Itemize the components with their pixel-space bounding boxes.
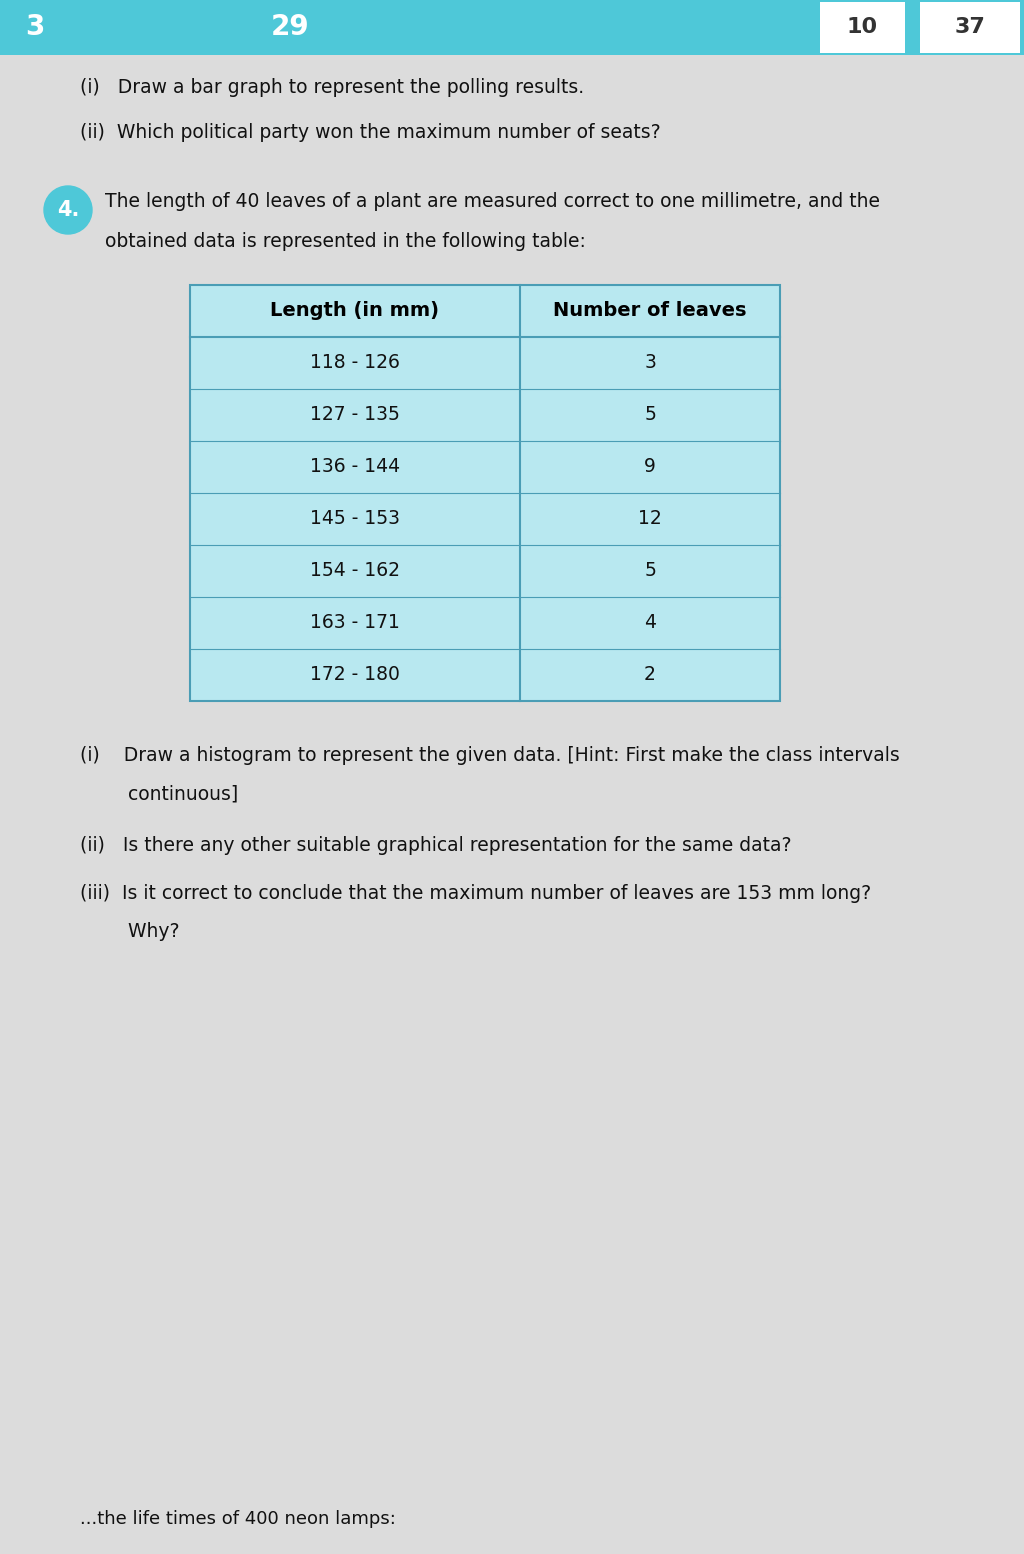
Text: 136 - 144: 136 - 144 [310,457,400,477]
Text: 26: 26 [957,2,982,19]
Text: 163 - 171: 163 - 171 [310,614,400,632]
Bar [190,284,780,701]
Text: The length of 40 leaves of a plant are measured correct to one millimetre, and t: The length of 40 leaves of a plant are m… [105,193,880,211]
Bar [920,2,1020,53]
Text: 5: 5 [644,561,656,581]
Text: 154 - 162: 154 - 162 [310,561,400,581]
Text: (i)   Draw a bar graph to represent the polling results.: (i) Draw a bar graph to represent the po… [80,78,584,96]
Text: (i)    Draw a histogram to represent the given data. [Hint: First make the class: (i) Draw a histogram to represent the gi… [80,746,900,765]
Text: (ii)   Is there any other suitable graphical representation for the same data?: (ii) Is there any other suitable graphic… [80,836,792,855]
Text: 12: 12 [638,510,662,528]
Text: 127 - 135: 127 - 135 [310,406,400,424]
Text: 29: 29 [270,12,309,40]
Text: Why?: Why? [80,922,179,942]
Text: (ii)  Which political party won the maximum number of seats?: (ii) Which political party won the maxim… [80,123,660,141]
Text: 145 - 153: 145 - 153 [310,510,400,528]
Text: 4.: 4. [56,200,79,221]
Text: Number of leaves: Number of leaves [553,301,746,320]
Text: obtained data is represented in the following table:: obtained data is represented in the foll… [105,232,586,252]
Text: 4: 4 [644,614,656,632]
Text: 9: 9 [644,457,656,477]
Text: ...the life times of 400 neon lamps:: ...the life times of 400 neon lamps: [80,1510,396,1528]
Bar [820,2,905,53]
Text: 3: 3 [26,12,45,40]
Text: continuous]: continuous] [80,785,239,803]
Text: (iii)  Is it correct to conclude that the maximum number of leaves are 153 mm lo: (iii) Is it correct to conclude that the… [80,884,871,903]
Text: 3: 3 [644,353,656,373]
Text: 2: 2 [644,665,656,684]
Text: 118 - 126: 118 - 126 [310,353,400,373]
Circle shape [44,186,92,235]
Text: Length (in mm): Length (in mm) [270,301,439,320]
Bar [0,0,1024,54]
Text: 5: 5 [644,406,656,424]
Text: 172 - 180: 172 - 180 [310,665,400,684]
Text: 37: 37 [954,17,985,37]
Text: 10: 10 [847,17,878,37]
